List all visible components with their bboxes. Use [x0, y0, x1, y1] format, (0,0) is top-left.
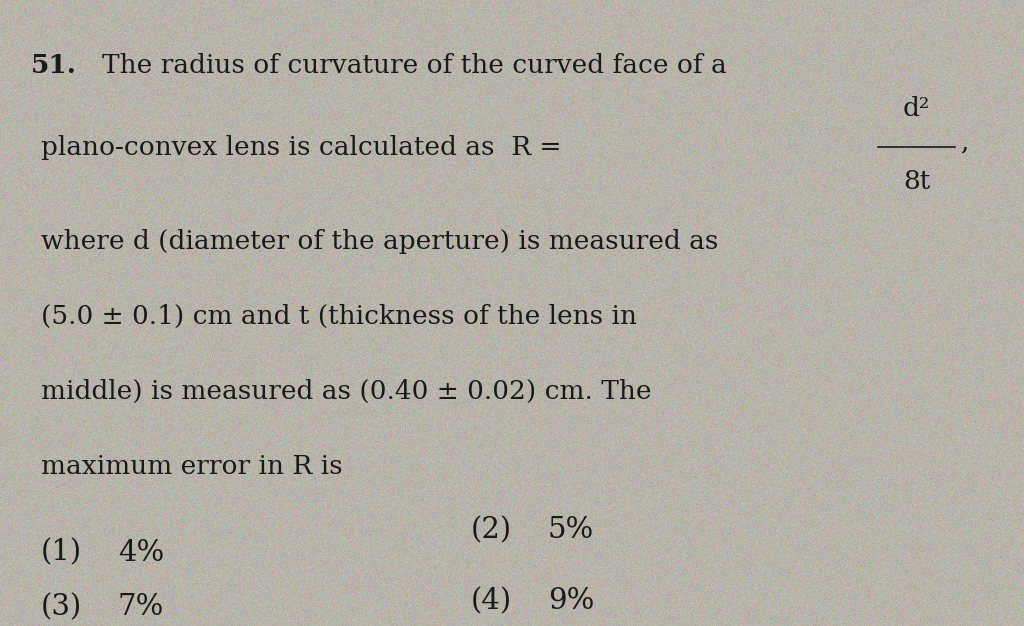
Text: plano-convex lens is calculated as  R =: plano-convex lens is calculated as R =: [41, 135, 569, 160]
Text: The radius of curvature of the curved face of a: The radius of curvature of the curved fa…: [102, 53, 727, 78]
Text: (2): (2): [471, 516, 512, 544]
Text: where d (diameter of the aperture) is measured as: where d (diameter of the aperture) is me…: [41, 228, 718, 254]
Text: (1): (1): [41, 539, 82, 567]
Text: maximum error in R is: maximum error in R is: [41, 454, 343, 479]
Text: (4): (4): [471, 587, 512, 615]
Text: 7%: 7%: [118, 593, 164, 621]
Text: ,: ,: [961, 130, 969, 155]
Text: 51.: 51.: [31, 53, 77, 78]
Text: 8t: 8t: [903, 169, 930, 194]
Text: d²: d²: [903, 96, 930, 121]
Text: (3): (3): [41, 593, 82, 621]
Text: 9%: 9%: [548, 587, 594, 615]
Text: 5%: 5%: [548, 516, 594, 544]
Text: middle) is measured as (0.40 ± 0.02) cm. The: middle) is measured as (0.40 ± 0.02) cm.…: [41, 379, 651, 404]
Text: (5.0 ± 0.1) cm and t (thickness of the lens in: (5.0 ± 0.1) cm and t (thickness of the l…: [41, 304, 637, 329]
Text: 4%: 4%: [118, 539, 164, 567]
